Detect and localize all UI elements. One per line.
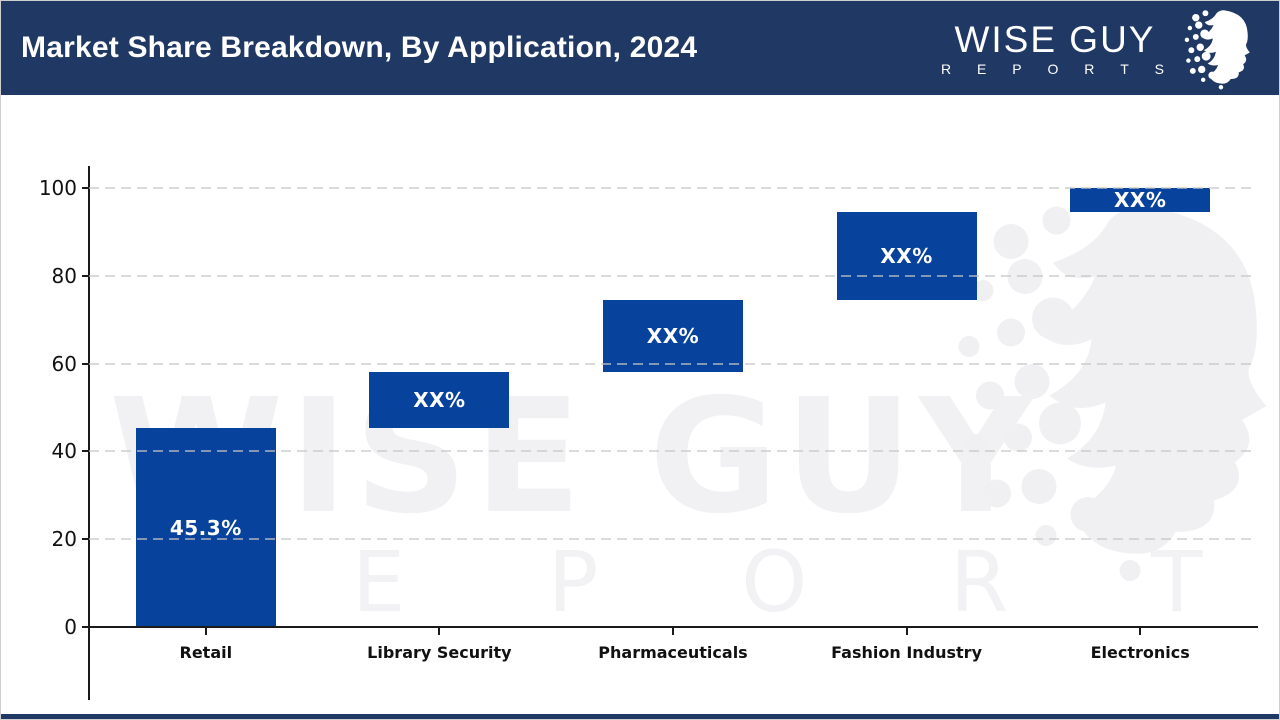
y-tick-label: 0 <box>64 615 77 639</box>
watermark-face-icon <box>958 206 1267 581</box>
gridline <box>89 450 1257 453</box>
gridline <box>89 274 1257 277</box>
gridline <box>89 187 1257 189</box>
x-axis-line <box>88 626 1258 628</box>
bar-value-label: XX% <box>1113 188 1167 213</box>
y-tick-label: 20 <box>51 527 77 552</box>
x-tick-mark <box>204 628 207 635</box>
y-tick-label: 60 <box>51 351 77 376</box>
header: Market Share Breakdown, By Application, … <box>1 1 1279 95</box>
y-tick-mark <box>82 187 89 189</box>
bar-fashion-industry: XX% <box>836 212 977 300</box>
x-tick-mark <box>905 628 908 635</box>
category-label: Library Security <box>367 643 512 662</box>
watermark-text-reports: R E P O R T S <box>151 533 1279 631</box>
y-tick-label: 80 <box>51 263 77 288</box>
logo-wordmark: WISE GUY <box>954 18 1156 60</box>
bar-value-label: XX% <box>880 244 933 269</box>
bar-value-label: 45.3% <box>169 515 242 540</box>
logo-subtitle: R E P O R T S <box>940 60 1175 77</box>
bar-value-label: XX% <box>646 324 700 349</box>
chart-plot-area: WISE GUY R E P O R T S 02040608010045.3%… <box>1 95 1279 716</box>
y-axis-line <box>88 166 90 700</box>
gridline <box>89 362 1257 365</box>
y-tick-mark <box>82 450 89 453</box>
bar-retail: 45.3% <box>135 428 276 627</box>
x-tick-mark <box>1139 628 1142 635</box>
category-label: Pharmaceuticals <box>598 643 748 662</box>
y-tick-label: 40 <box>51 439 77 464</box>
bar-value-label: XX% <box>413 388 466 413</box>
y-tick-mark <box>82 362 89 365</box>
category-label: Electronics <box>1090 643 1190 662</box>
x-tick-mark <box>438 628 441 635</box>
bar-library-security: XX% <box>369 372 510 429</box>
dotted-face-logo-icon <box>1184 10 1250 90</box>
category-label: Retail <box>179 643 233 662</box>
y-tick-mark <box>82 274 89 277</box>
category-label: Fashion Industry <box>831 643 982 662</box>
x-tick-mark <box>672 628 674 635</box>
footer-bar <box>1 714 1279 719</box>
gridline <box>89 538 1257 541</box>
logo-text: WISE GUY R E P O R T S <box>935 21 1175 76</box>
bar-electronics: XX% <box>1070 188 1211 213</box>
page-title: Market Share Breakdown, By Application, … <box>21 31 698 64</box>
y-tick-mark <box>82 626 89 628</box>
y-tick-label: 100 <box>38 176 77 200</box>
bar-pharmaceuticals: XX% <box>603 299 743 373</box>
y-tick-mark <box>82 538 89 541</box>
wiseguy-logo: WISE GUY R E P O R T S <box>935 6 1255 90</box>
